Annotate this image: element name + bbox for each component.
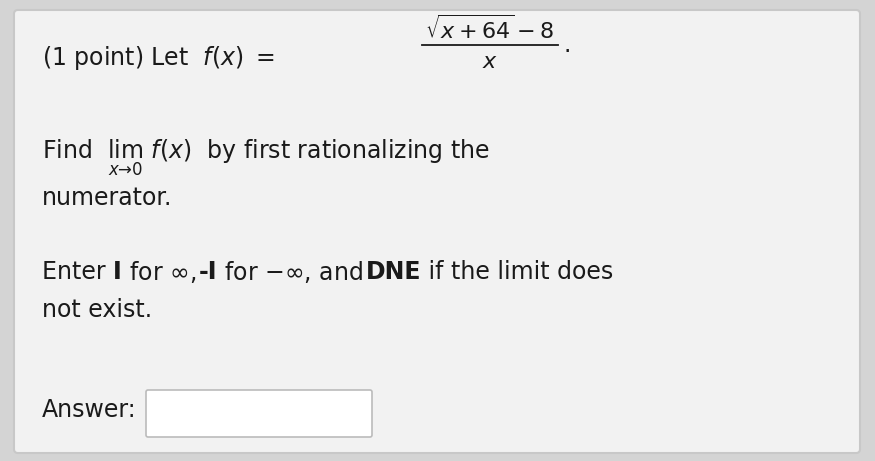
Text: for $-\infty$, and: for $-\infty$, and (217, 259, 366, 285)
Text: I: I (113, 260, 122, 284)
FancyBboxPatch shape (146, 390, 372, 437)
Text: .: . (564, 33, 571, 57)
Text: Answer:: Answer: (42, 398, 136, 422)
Text: Find  $\lim_{x\to 0}\ f(x)$  by first rationalizing the: Find $\lim_{x\to 0}\ f(x)$ by first rati… (42, 138, 490, 178)
Text: DNE: DNE (366, 260, 421, 284)
Text: not exist.: not exist. (42, 298, 152, 322)
Text: $x$: $x$ (482, 52, 498, 72)
Text: numerator.: numerator. (42, 186, 172, 210)
FancyBboxPatch shape (14, 10, 860, 453)
Text: (1 point) Let  $f(x)\ =\ $: (1 point) Let $f(x)\ =\ $ (42, 44, 275, 72)
Text: if the limit does: if the limit does (421, 260, 613, 284)
Text: $\sqrt{x+64}-8$: $\sqrt{x+64}-8$ (425, 15, 555, 43)
Text: -I: -I (199, 260, 217, 284)
Text: for $\infty$,: for $\infty$, (122, 259, 199, 285)
Text: Enter: Enter (42, 260, 113, 284)
